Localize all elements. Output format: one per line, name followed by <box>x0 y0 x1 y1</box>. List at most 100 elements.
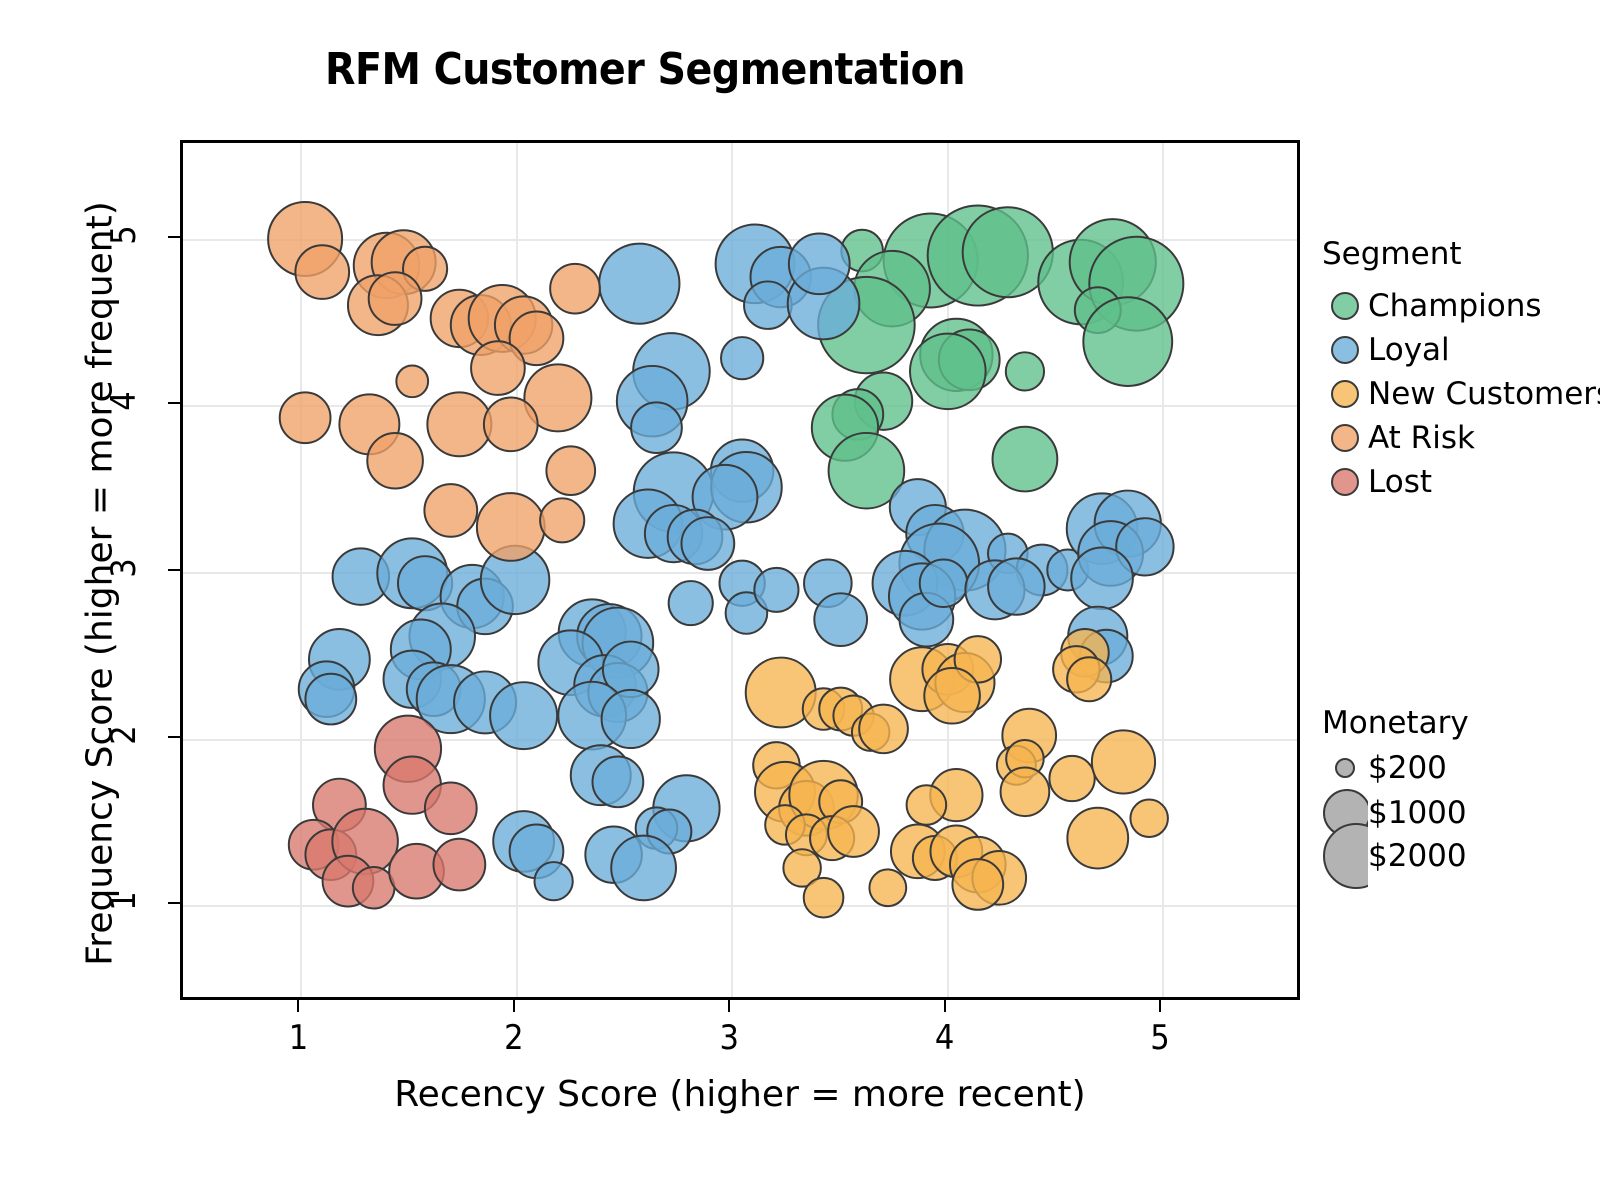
scatter-point <box>549 262 601 315</box>
scatter-point <box>591 755 645 809</box>
monetary-legend-label: $1000 <box>1368 795 1467 831</box>
x-tick-label: 4 <box>934 1018 955 1058</box>
scatter-point <box>918 558 969 608</box>
y-tick-mark <box>168 902 180 905</box>
scatter-points-layer <box>267 201 1185 919</box>
scatter-point <box>610 834 677 902</box>
x-tick-mark <box>943 1000 946 1012</box>
x-tick-mark <box>512 1000 515 1012</box>
series-at-risk <box>267 201 601 562</box>
scatter-point <box>908 332 987 411</box>
scatter-point <box>366 432 424 490</box>
scatter-point <box>802 876 845 919</box>
scatter-point <box>1004 351 1046 392</box>
series-champions <box>810 204 1185 510</box>
legend: Segment Champions Loyal New Customers At Ri… <box>1300 140 1600 1040</box>
scatter-point <box>1129 798 1169 838</box>
legend-swatch-circle-icon <box>1322 421 1368 455</box>
scatter-point <box>923 667 981 725</box>
scatter-point <box>539 497 586 544</box>
legend-swatch-circle-icon <box>1322 333 1368 367</box>
y-tick-mark <box>168 402 180 405</box>
segment-legend-title: Segment <box>1322 236 1462 272</box>
scatter-point <box>987 557 1046 616</box>
scatter-point <box>533 861 574 902</box>
x-tick-label: 2 <box>504 1018 524 1058</box>
series-lost <box>287 714 487 910</box>
gridline-horizontal <box>183 738 1297 741</box>
legend-item-at-risk[interactable]: At Risk <box>1322 420 1475 456</box>
y-axis-label: Frequency Score (higher = more frequent) <box>79 201 121 966</box>
gridline-horizontal <box>183 905 1297 908</box>
scatter-point <box>1082 296 1174 387</box>
scatter-point <box>600 688 661 750</box>
x-tick-mark <box>728 1000 731 1012</box>
monetary-legend-item-2000[interactable]: $2000 <box>1322 822 1467 890</box>
legend-item-label: Champions <box>1368 288 1542 324</box>
scatter-point <box>367 271 423 326</box>
legend-item-new-customers[interactable]: New Customers <box>1322 376 1600 412</box>
scatter-point <box>423 781 478 836</box>
legend-swatch-circle-icon <box>1322 465 1368 499</box>
scatter-point <box>426 391 493 458</box>
scatter-point <box>667 580 714 627</box>
scatter-point <box>680 516 736 571</box>
scatter-point <box>1070 546 1134 611</box>
x-tick-mark <box>297 1000 300 1012</box>
legend-item-label: Lost <box>1368 464 1432 500</box>
legend-item-label: At Risk <box>1368 420 1475 456</box>
x-tick-label: 1 <box>288 1018 309 1058</box>
scatter-point <box>432 837 487 892</box>
page-title: RFM Customer Segmentation <box>324 44 966 95</box>
scatter-point <box>508 310 565 367</box>
scatter-point <box>475 492 546 562</box>
scatter-point <box>827 805 880 858</box>
scatter-point <box>999 766 1051 818</box>
scatter-point <box>1090 729 1157 795</box>
scatter-point <box>482 396 539 453</box>
monetary-legend-item-200[interactable]: $200 <box>1322 750 1447 786</box>
scatter-point <box>951 858 1005 911</box>
scatter-point <box>991 425 1059 493</box>
scatter-point <box>545 445 597 496</box>
series-new-customers <box>744 628 1169 919</box>
legend-item-lost[interactable]: Lost <box>1322 464 1432 500</box>
y-tick-mark <box>168 569 180 571</box>
monetary-legend-label: $200 <box>1368 750 1447 786</box>
plot-area <box>180 140 1300 1000</box>
x-axis-label: Recency Score (higher = more recent) <box>394 1074 1086 1115</box>
scatter-point <box>813 592 869 647</box>
scatter-point <box>868 868 908 908</box>
scatter-point <box>304 672 358 726</box>
y-tick-mark <box>168 235 180 238</box>
scatter-point <box>827 431 906 510</box>
legend-item-label: New Customers <box>1368 376 1600 412</box>
scatter-point <box>753 566 800 613</box>
scatter-point <box>423 483 479 538</box>
monetary-legend-item-1000[interactable]: $1000 <box>1322 788 1467 838</box>
gridline-vertical <box>300 143 303 997</box>
legend-swatch-circle-icon <box>1322 289 1368 323</box>
scatter-point <box>782 848 822 888</box>
scatter-point <box>787 232 851 296</box>
scatter-point <box>1066 656 1113 703</box>
x-tick-mark <box>1159 1000 1161 1012</box>
scatter-point <box>905 784 948 826</box>
legend-item-loyal[interactable]: Loyal <box>1322 332 1450 368</box>
gridline-horizontal <box>183 405 1297 408</box>
x-tick-label: 3 <box>719 1018 739 1058</box>
legend-item-label: Loyal <box>1368 332 1450 368</box>
scatter-point <box>278 391 332 445</box>
scatter-point <box>351 865 396 910</box>
scatter-point <box>395 364 430 399</box>
scatter-point <box>470 340 526 396</box>
scatter-point <box>858 703 909 755</box>
monetary-swatch-circle-icon <box>1322 822 1368 890</box>
scatter-point <box>598 242 681 325</box>
monetary-legend-label: $2000 <box>1368 838 1467 874</box>
legend-item-champions[interactable]: Champions <box>1322 288 1542 324</box>
monetary-legend-title: Monetary <box>1322 705 1469 741</box>
scatter-point <box>523 363 593 433</box>
scatter-point <box>724 591 769 635</box>
